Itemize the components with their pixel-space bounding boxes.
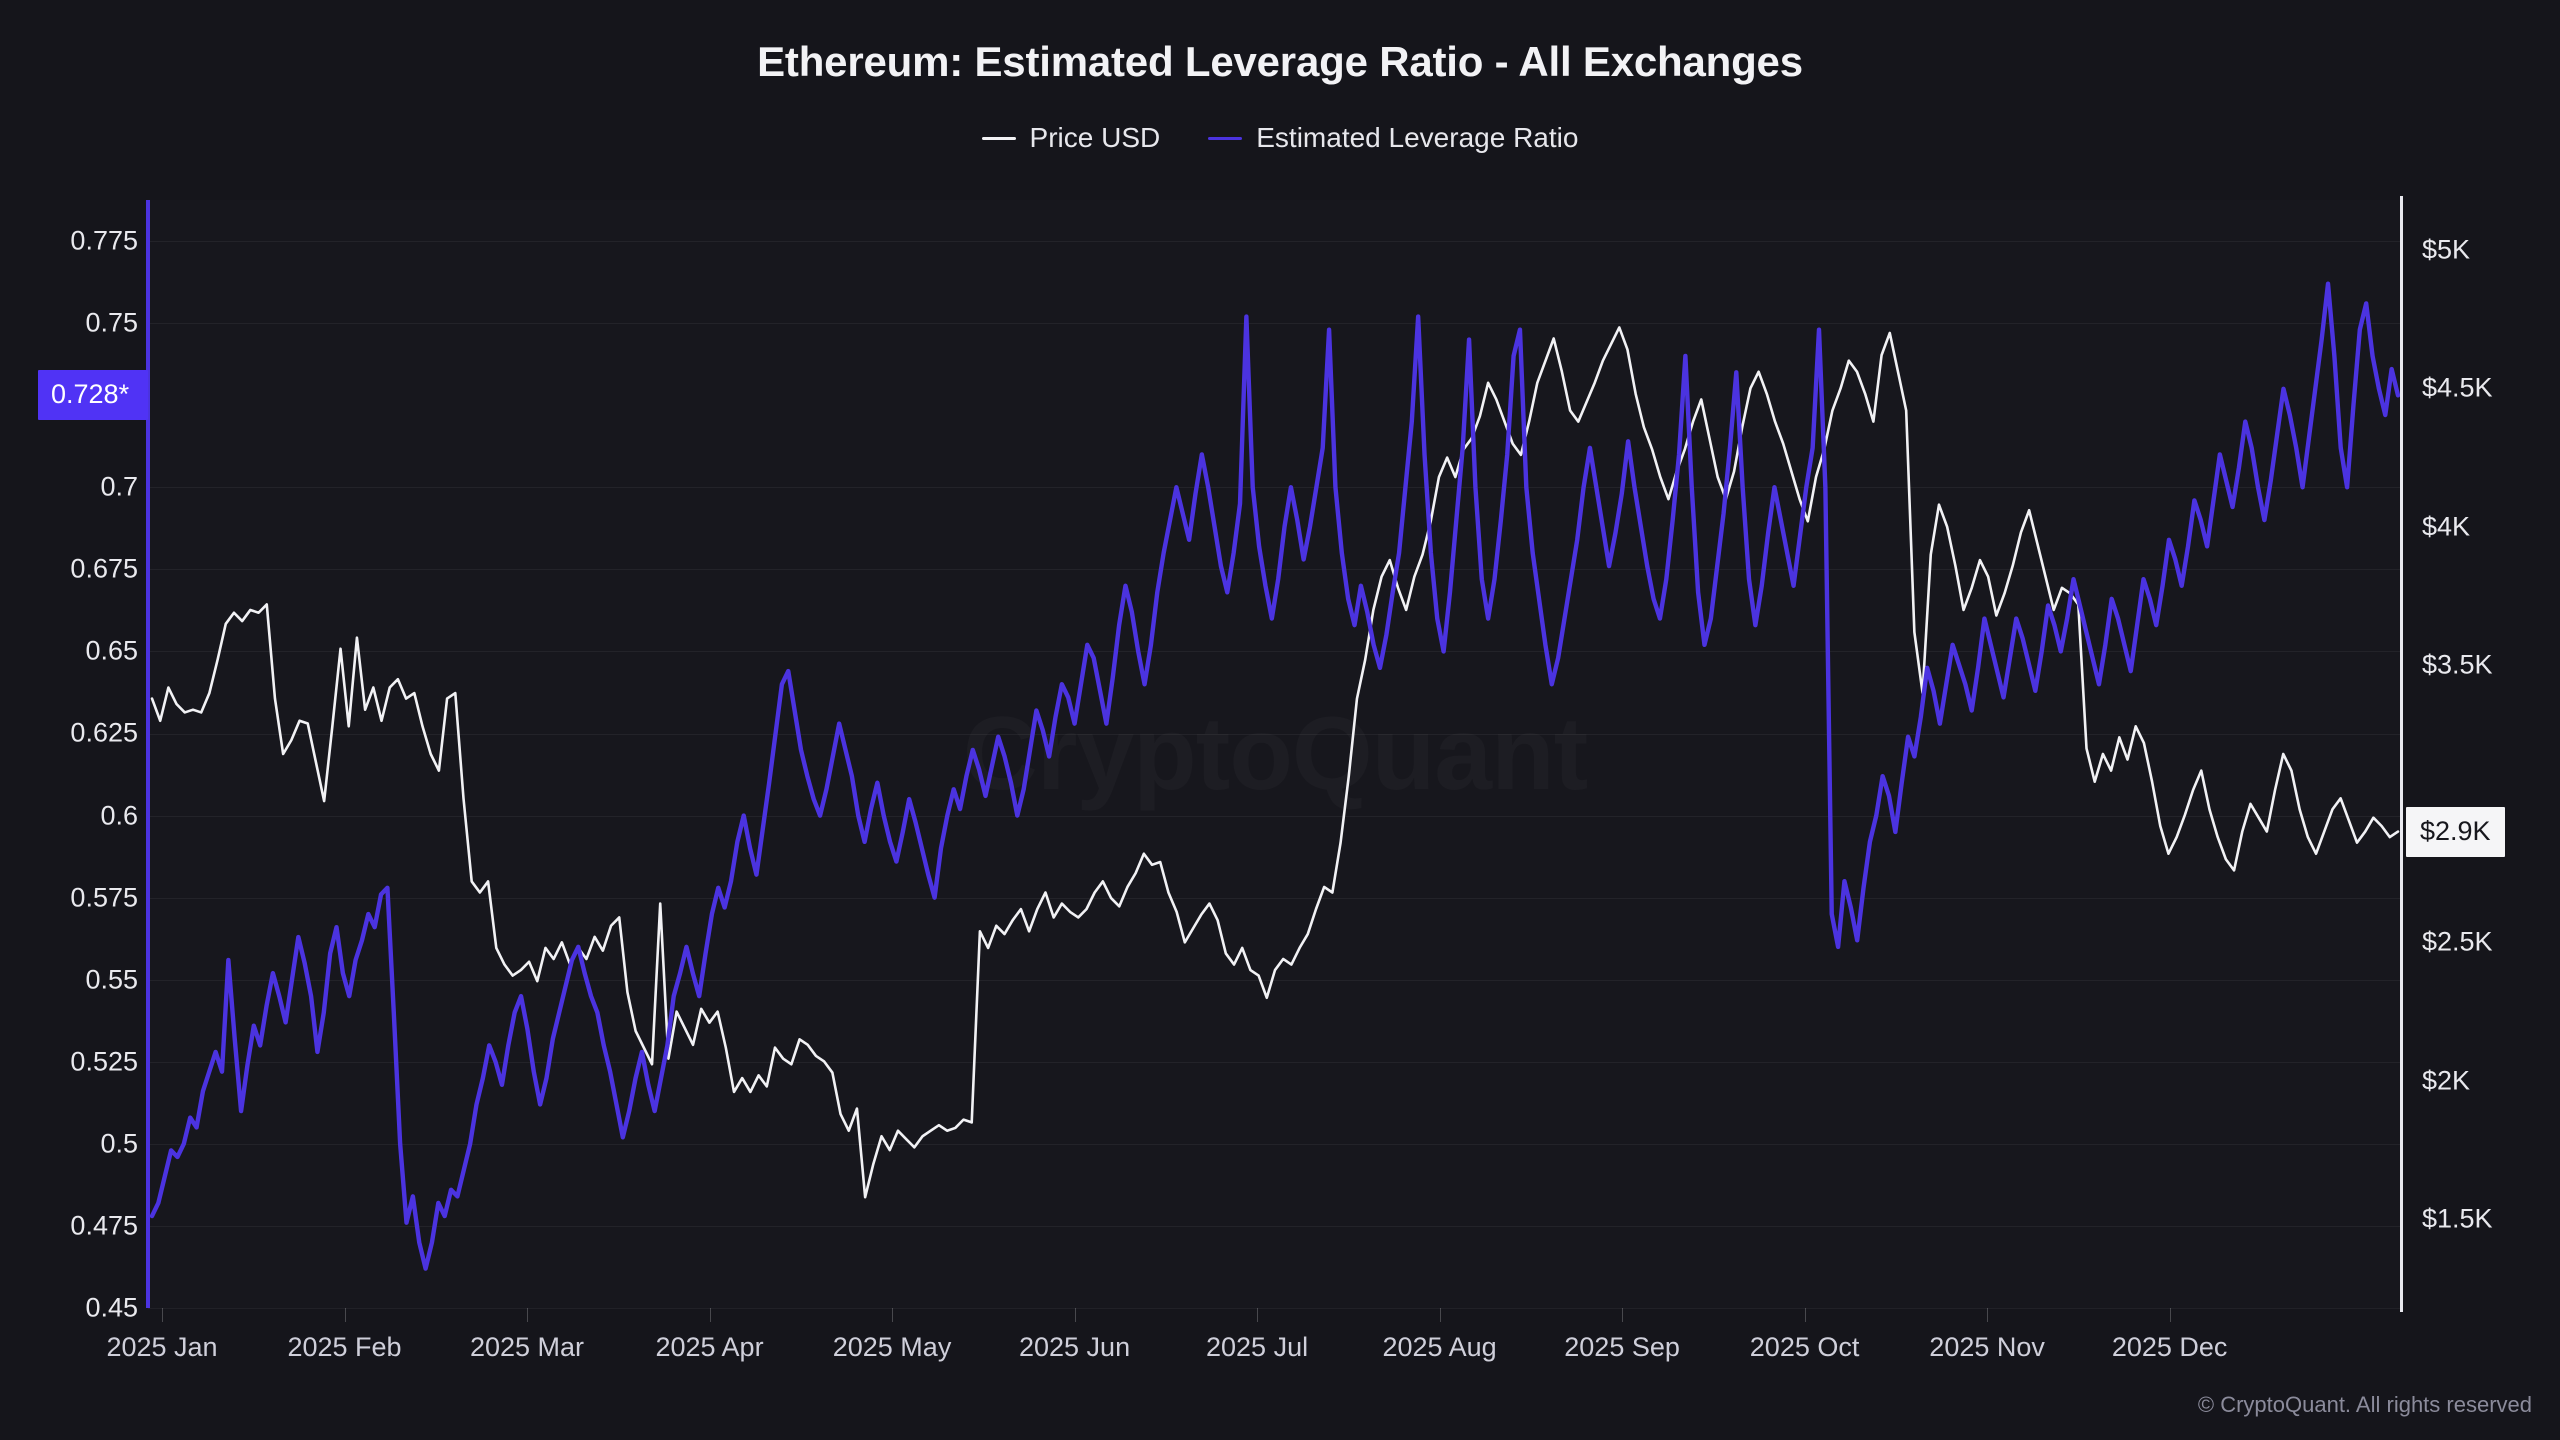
line-swatch-icon: [981, 136, 1016, 140]
right-axis-highlight-badge: $2.9K: [2406, 806, 2505, 857]
right-axis-tick-label: $1.5K: [2422, 1203, 2493, 1234]
left-axis-highlight-badge: 0.728*: [38, 370, 148, 421]
left-axis-tick-label: 0.75: [85, 307, 138, 338]
series-layer: [149, 281, 2401, 1271]
x-axis-tick-label: 2025 Jun: [1018, 1332, 1131, 1362]
left-axis-tick-label: 0.7: [100, 471, 138, 502]
right-axis-tick-label: $2K: [2422, 1065, 2471, 1096]
x-axis-tick-mark: [344, 1308, 346, 1322]
right-axis-tick-label: $3.5K: [2422, 649, 2493, 680]
left-axis-tick-label: 0.575: [70, 882, 138, 913]
copyright-attribution: © CryptoQuant. All rights reserved: [2197, 1392, 2532, 1417]
x-axis-tick-mark: [1622, 1308, 1624, 1322]
x-axis-tick-mark: [892, 1308, 894, 1322]
x-axis-tick-mark: [709, 1308, 711, 1322]
line-swatch-icon: [1208, 136, 1243, 140]
x-axis-tick-label: 2025 Feb: [287, 1332, 402, 1362]
x-axis-tick-label: 2025 Jan: [106, 1332, 218, 1362]
x-axis-tick-label: 2025 Jul: [1206, 1332, 1309, 1362]
gridline: [148, 651, 2402, 653]
x-axis-tick-mark: [527, 1308, 529, 1322]
chart-legend: Price USD Estimated Leverage Ratio: [0, 122, 2560, 154]
right-axis-tick-label: $4.5K: [2422, 372, 2493, 403]
x-axis-tick-label: 2025 Dec: [2111, 1332, 2228, 1362]
gridline: [148, 1225, 2402, 1227]
left-axis-tick-label: 0.5: [100, 1128, 138, 1159]
plot-area: CryptoQuant: [148, 200, 2402, 1309]
left-axis-tick-label: 0.65: [85, 635, 138, 666]
gridline: [148, 241, 2402, 242]
x-axis-tick-label: 2025 Mar: [469, 1332, 585, 1362]
legend-item-price[interactable]: Price USD: [981, 122, 1161, 154]
x-axis-tick-mark: [1257, 1308, 1259, 1322]
left-axis-spine: [146, 200, 150, 1308]
left-axis-tick-label: 0.675: [70, 553, 138, 584]
gridlines: [148, 200, 2402, 1309]
legend-label-leverage: Estimated Leverage Ratio: [1256, 122, 1579, 153]
right-axis-tick-label: $4K: [2422, 511, 2471, 542]
x-axis-tick-mark: [2169, 1308, 2171, 1322]
gridline: [148, 1143, 2402, 1145]
legend-label-price: Price USD: [1029, 122, 1161, 153]
left-axis-tick-label: 0.625: [70, 717, 138, 748]
left-axis-tick-label: 0.45: [85, 1292, 138, 1323]
right-axis-spine: [2400, 196, 2403, 1312]
x-axis-tick-mark: [1987, 1308, 1989, 1322]
price-usd-line: [150, 326, 2400, 1199]
x-axis-tick-label: 2025 Nov: [1929, 1332, 2045, 1362]
x-axis-tick-label: 2025 Apr: [655, 1332, 764, 1362]
page-title: Ethereum: Estimated Leverage Ratio - All…: [757, 38, 1803, 85]
legend-item-leverage[interactable]: Estimated Leverage Ratio: [1208, 122, 1578, 154]
gridline: [148, 569, 2402, 571]
gridline: [148, 1061, 2402, 1063]
x-axis-tick-label: 2025 Sep: [1564, 1332, 1680, 1362]
gridline: [148, 897, 2402, 899]
x-axis-tick-label: 2025 Aug: [1382, 1332, 1497, 1362]
left-axis-tick-label: 0.475: [70, 1210, 138, 1241]
right-axis-tick-label: $5K: [2422, 234, 2471, 265]
x-axis-tick-mark: [1074, 1308, 1076, 1322]
x-axis-tick-label: 2025 Oct: [1749, 1332, 1860, 1362]
plot-background: [148, 200, 2402, 1308]
x-axis-tick-mark: [1804, 1308, 1806, 1322]
x-axis-tick-mark: [162, 1308, 163, 1322]
gridline: [148, 323, 2402, 325]
estimated-leverage-ratio-line: [149, 281, 2401, 1271]
gridline: [148, 815, 2402, 817]
left-axis-tick-label: 0.525: [70, 1046, 138, 1077]
x-axis-tick-mark: [1439, 1308, 1441, 1322]
left-axis-tick-label: 0.55: [85, 964, 138, 995]
gridline: [148, 1308, 2402, 1309]
x-axis-tick-label: 2025 May: [832, 1332, 952, 1362]
left-axis-tick-label: 0.775: [70, 225, 138, 256]
gridline: [148, 979, 2402, 981]
left-axis-tick-label: 0.6: [100, 800, 138, 831]
right-axis-tick-label: $2.5K: [2422, 926, 2493, 957]
gridline: [148, 733, 2402, 735]
gridline: [148, 487, 2402, 489]
